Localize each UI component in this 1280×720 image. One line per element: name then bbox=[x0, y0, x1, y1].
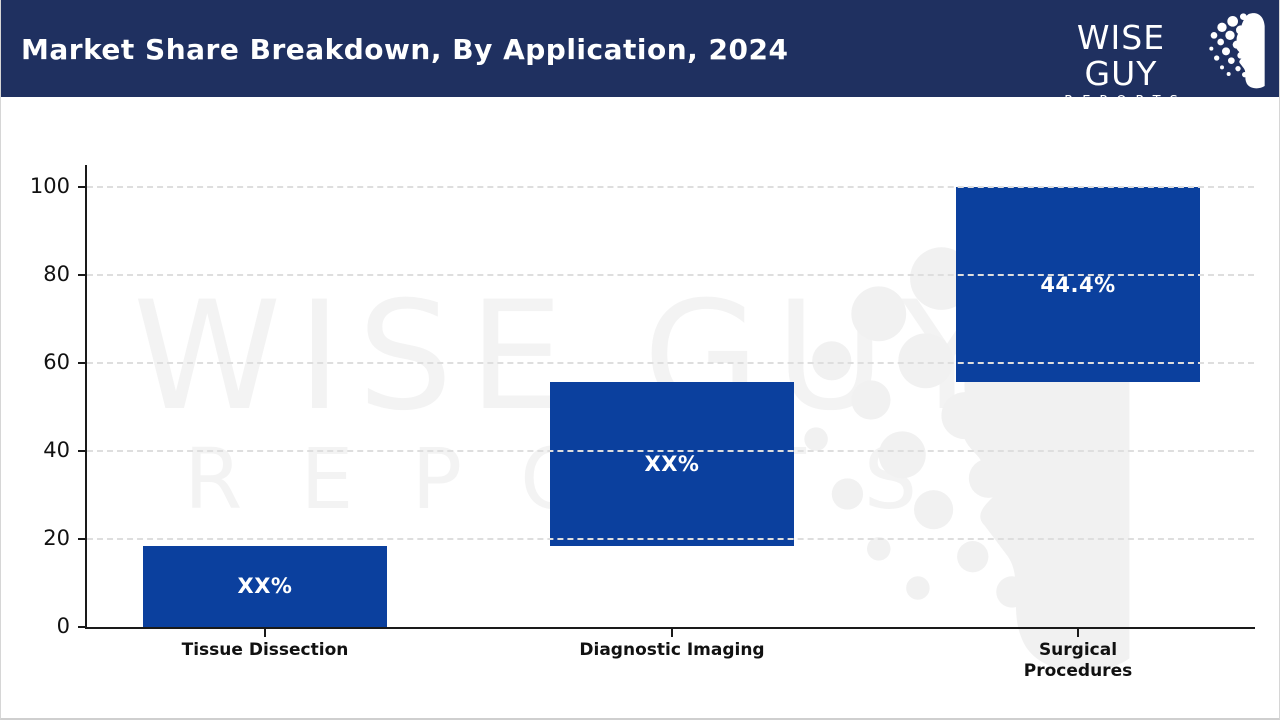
y-axis-line bbox=[85, 165, 87, 629]
gridline-80 bbox=[87, 274, 1254, 276]
y-tick-60 bbox=[78, 362, 87, 364]
y-tick-100 bbox=[78, 186, 87, 188]
bar-label-layer: XX% XX% 44.4% bbox=[1, 97, 1279, 718]
bar-segment bbox=[550, 382, 794, 546]
wiseguy-logo: WISE GUY REPORTS bbox=[1037, 6, 1267, 109]
bar-value-label: XX% bbox=[237, 574, 293, 599]
header-bar: Market Share Breakdown, By Application, … bbox=[1, 0, 1279, 109]
y-tick-80 bbox=[78, 274, 87, 276]
y-tick-20 bbox=[78, 538, 87, 540]
y-tick-label-100: 100 bbox=[29, 174, 70, 198]
gridline-60 bbox=[87, 362, 1254, 364]
y-tick-40 bbox=[78, 450, 87, 452]
y-tick-0 bbox=[78, 626, 87, 628]
logo-face-icon bbox=[1209, 13, 1265, 89]
y-tick-label-0: 0 bbox=[56, 614, 70, 638]
logo-text-reports: REPORTS bbox=[1064, 94, 1187, 109]
x-tick-0 bbox=[264, 629, 266, 637]
bar-segment bbox=[143, 545, 387, 627]
grid-layer bbox=[1, 97, 1279, 718]
chart-title: Market Share Breakdown, By Application, … bbox=[21, 33, 789, 66]
gridline-20 bbox=[87, 538, 1254, 540]
x-tick-2 bbox=[1077, 629, 1079, 637]
bar-segment bbox=[956, 187, 1200, 383]
gridline-40 bbox=[87, 450, 1254, 452]
x-category-label: Diagnostic Imaging bbox=[579, 640, 765, 660]
y-tick-label-20: 20 bbox=[43, 526, 70, 550]
logo-wordmark: WISE GUY REPORTS bbox=[1037, 18, 1205, 110]
x-tick-1 bbox=[671, 629, 673, 637]
y-tick-label-40: 40 bbox=[43, 438, 70, 462]
gridline-100 bbox=[87, 186, 1254, 188]
logo-text-wiseguy: WISE GUY bbox=[1076, 18, 1166, 93]
x-category-label: Tissue Dissection bbox=[181, 640, 349, 660]
axis-layer: 0 20 40 60 80 100 Tissue Dissection Diagnostic … bbox=[1, 97, 1279, 718]
bars-layer bbox=[1, 97, 1279, 718]
x-category-label: Surgical Procedures bbox=[1023, 640, 1133, 681]
y-tick-label-80: 80 bbox=[43, 262, 70, 286]
bar-value-label: 44.4% bbox=[1040, 272, 1116, 297]
y-tick-label-60: 60 bbox=[43, 350, 70, 374]
x-axis-line bbox=[85, 627, 1255, 629]
bar-value-label: XX% bbox=[644, 451, 700, 476]
